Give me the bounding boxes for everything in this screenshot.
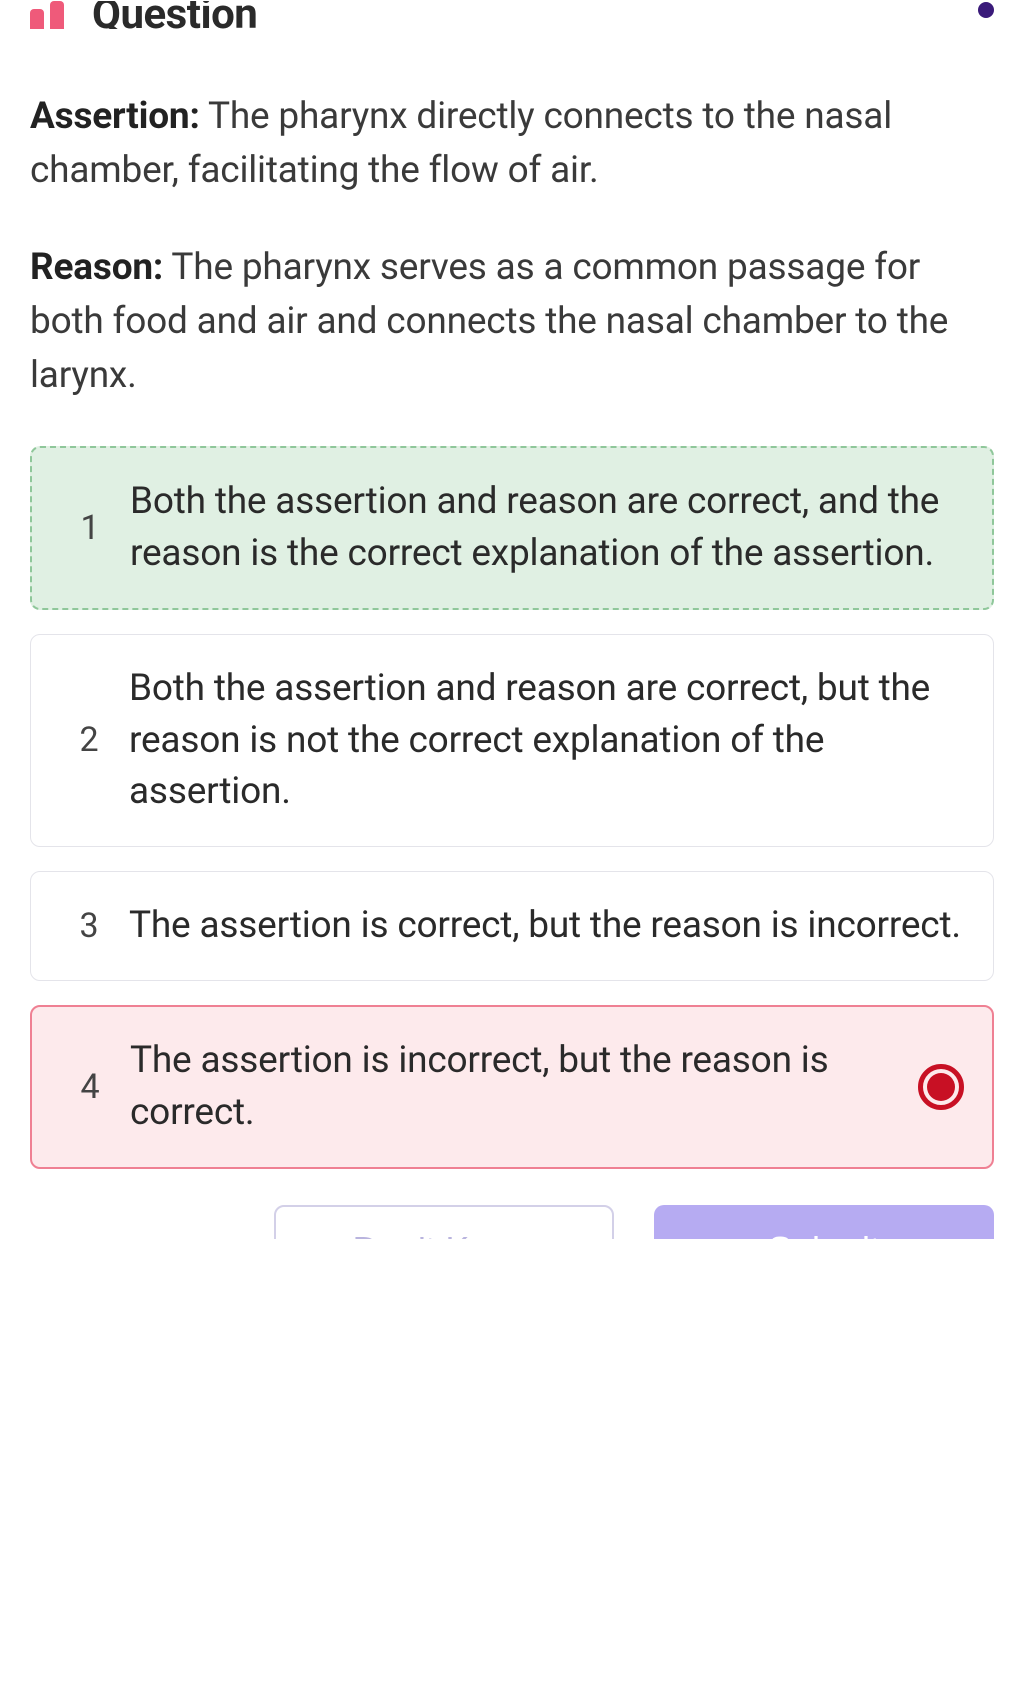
option-1[interactable]: 1 Both the assertion and reason are corr… — [30, 446, 994, 610]
options-list: 1 Both the assertion and reason are corr… — [30, 446, 994, 1168]
status-dot-icon — [978, 2, 994, 18]
option-3[interactable]: 3 The assertion is correct, but the reas… — [30, 871, 994, 981]
assertion-label: Assertion: — [30, 95, 200, 138]
reason-text: The pharynx serves as a common passage f… — [30, 246, 948, 396]
option-number: 1 — [50, 508, 130, 548]
radio-selected-icon — [918, 1064, 964, 1110]
question-header: Question — [0, 0, 1024, 30]
option-2[interactable]: 2 Both the assertion and reason are corr… — [30, 634, 994, 847]
bars-icon — [30, 1, 74, 29]
option-text: Both the assertion and reason are correc… — [129, 663, 965, 818]
option-text: The assertion is incorrect, but the reas… — [130, 1035, 900, 1139]
assertion-paragraph: Assertion: The pharynx directly connects… — [30, 90, 994, 197]
option-number: 4 — [50, 1067, 130, 1107]
quiz-page: Question Assertion: The pharynx directly… — [0, 0, 1024, 1279]
dont-know-button[interactable]: Don't Know — [274, 1205, 614, 1239]
option-4[interactable]: 4 The assertion is incorrect, but the re… — [30, 1005, 994, 1169]
reason-label: Reason: — [30, 246, 163, 289]
footer-region: Don't Know Submit — [0, 1169, 1024, 1239]
option-text: Both the assertion and reason are correc… — [130, 476, 964, 580]
option-number: 2 — [49, 720, 129, 760]
option-text: The assertion is correct, but the reason… — [129, 900, 965, 952]
option-number: 3 — [49, 906, 129, 946]
reason-paragraph: Reason: The pharynx serves as a common p… — [30, 241, 994, 402]
page-title: Question — [92, 1, 257, 29]
question-content: Assertion: The pharynx directly connects… — [0, 30, 1024, 1169]
submit-button[interactable]: Submit — [654, 1205, 994, 1239]
